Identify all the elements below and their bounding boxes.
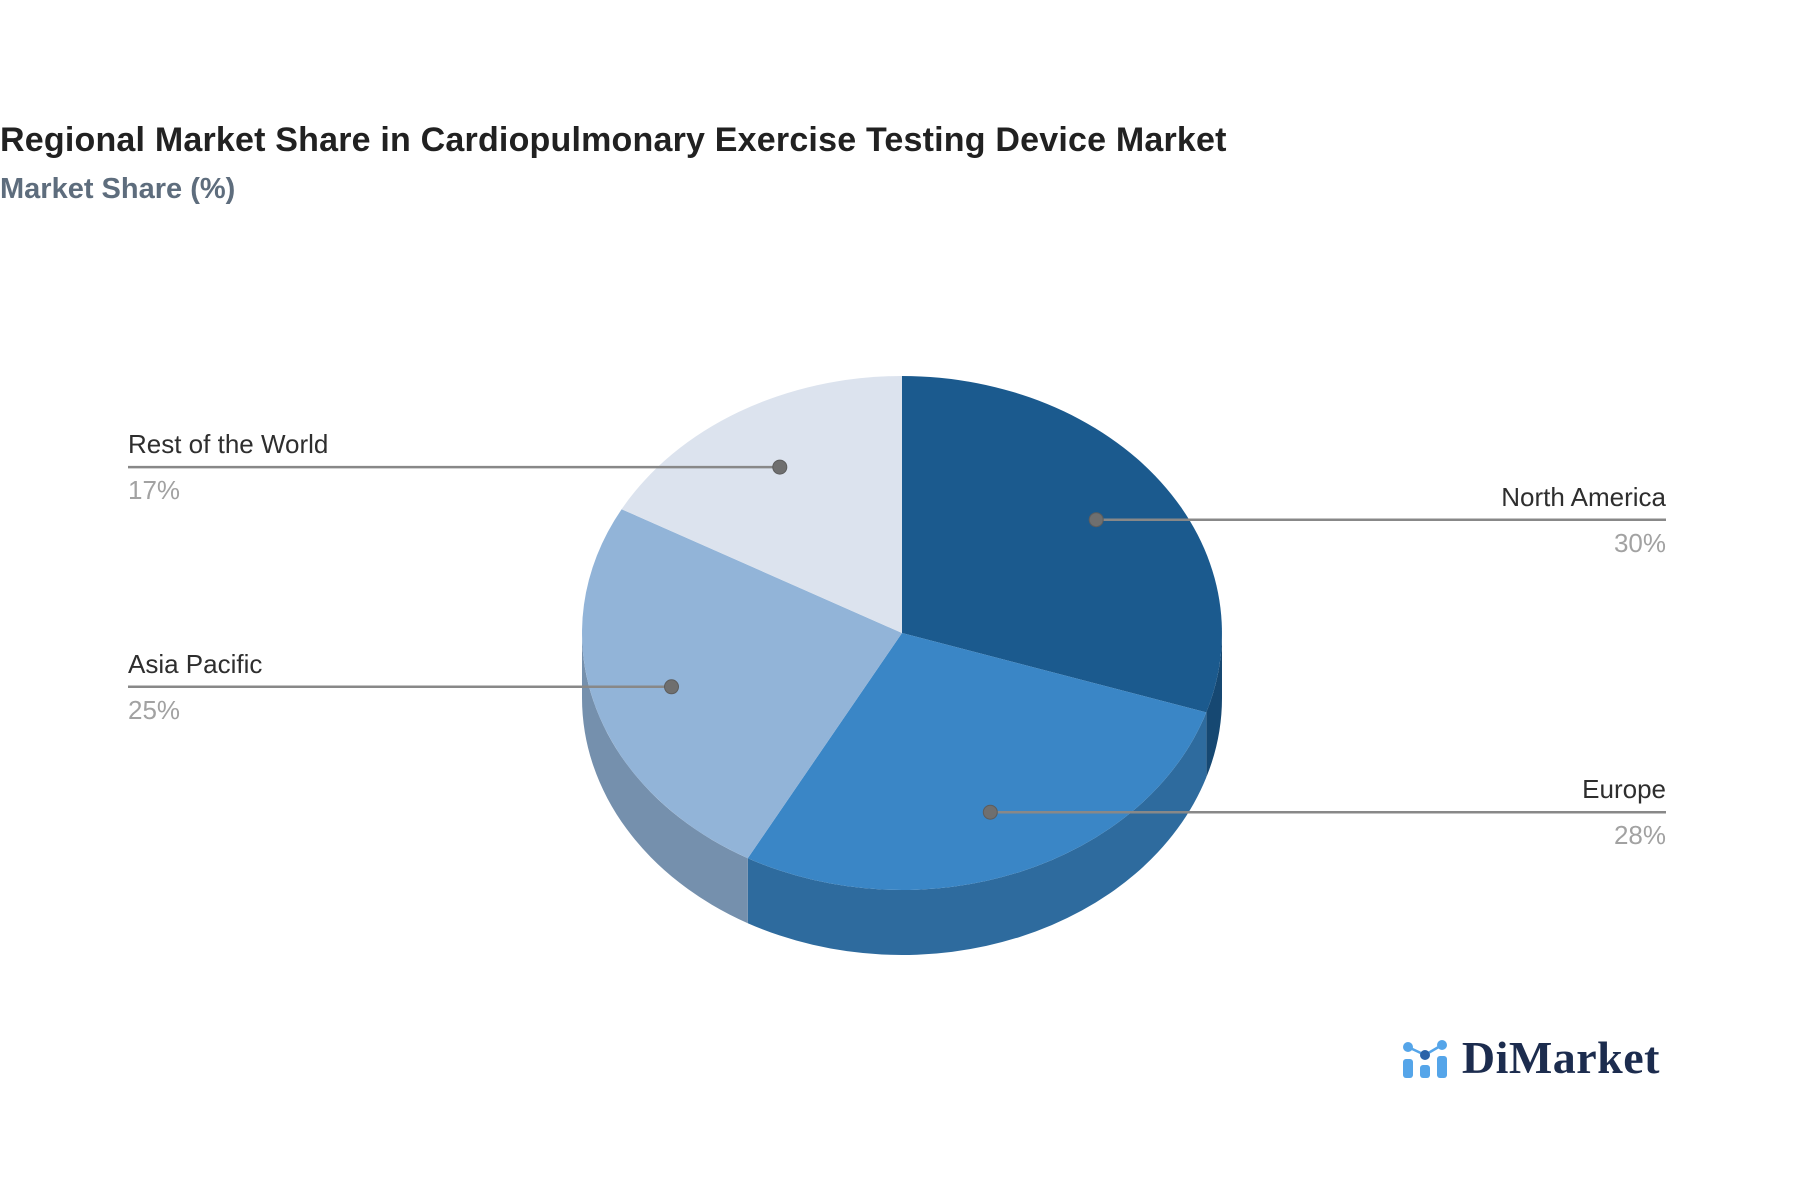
leader-dot-rest-of-the-world: [772, 459, 788, 475]
pie-slice-value-rest-of-the-world: 17%: [128, 475, 181, 506]
pie-slice-value-north-america: 30%: [1613, 527, 1666, 558]
pie-slice-value-europe: 28%: [1613, 820, 1666, 851]
leader-dot-north-america: [1088, 512, 1104, 528]
pie-callout-europe: Europe 28%: [1246, 774, 1666, 850]
pie-callout-rest-of-the-world: Rest of the World 17%: [128, 429, 548, 505]
bar-chart-trend-icon: [1402, 1040, 1447, 1078]
pie-callout-north-america: North America 30%: [1246, 482, 1666, 558]
pie-callout-asia-pacific: Asia Pacific 25%: [128, 649, 548, 725]
chart-title: Regional Market Share in Cardiopulmonary…: [0, 121, 1227, 159]
chart-subtitle: Market Share (%): [0, 173, 236, 205]
leader-dot-europe: [982, 804, 998, 820]
pie-slice-rim-europe: [747, 712, 1207, 955]
pie-slice-label-asia-pacific: Asia Pacific: [128, 648, 263, 679]
pie-slice-rim-asia-pacific: [582, 633, 748, 924]
logo-text: DiMarket: [1461, 1032, 1660, 1083]
leader-dot-asia-pacific: [664, 679, 679, 695]
pie-slice-europe[interactable]: [747, 633, 1207, 890]
pie-slice-north-america[interactable]: [902, 376, 1222, 713]
pie-slice-label-europe: Europe: [1582, 774, 1666, 805]
pie-slice-rest-of-the-world[interactable]: [621, 376, 902, 633]
pie-slice-value-asia-pacific: 25%: [128, 694, 181, 725]
dimarket-logo: DiMarket: [1402, 1034, 1660, 1082]
pie-slice-rim-north-america: [1206, 633, 1222, 778]
pie-slice-asia-pacific[interactable]: [582, 509, 902, 859]
pie-slice-label-rest-of-the-world: Rest of the World: [128, 429, 329, 460]
pie-slice-label-north-america: North America: [1501, 481, 1666, 512]
